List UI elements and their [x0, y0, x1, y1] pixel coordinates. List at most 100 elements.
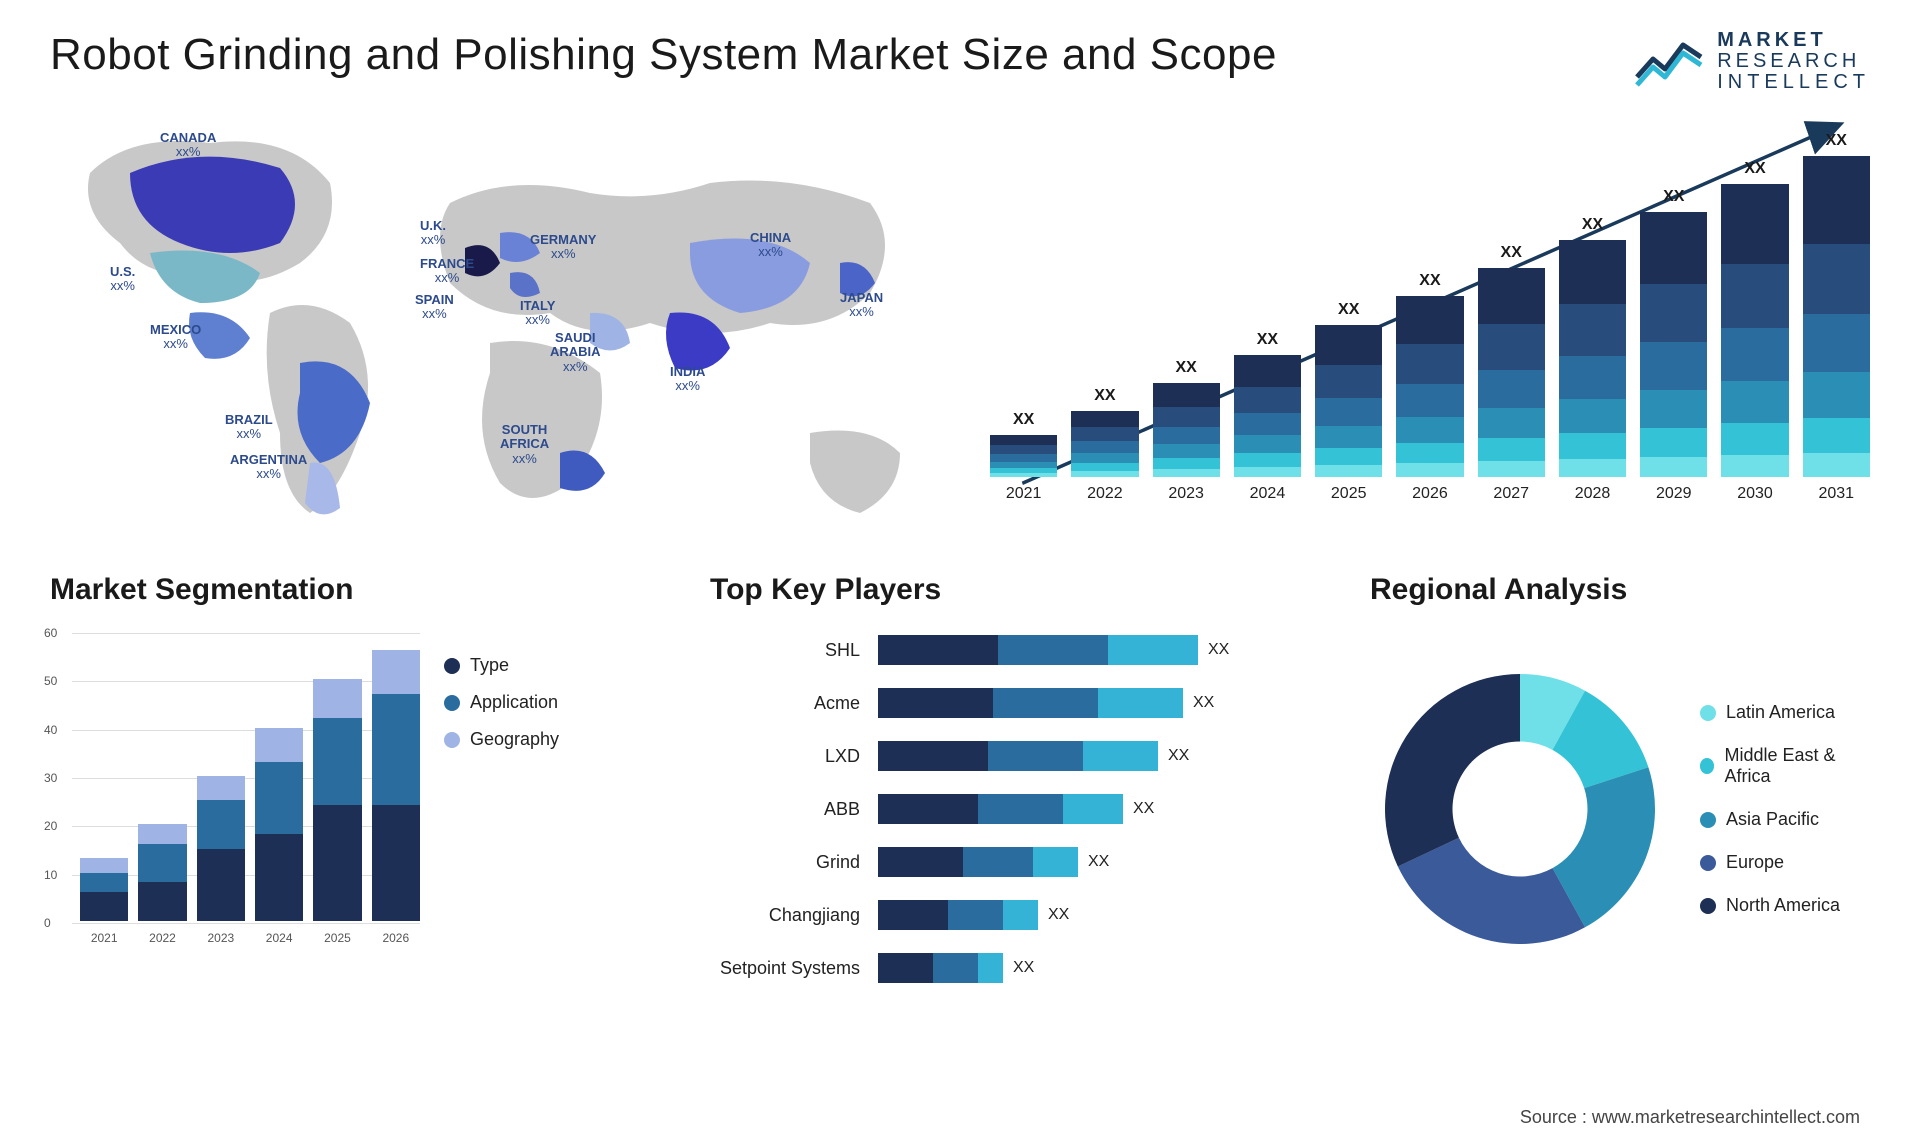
donut-slice — [1385, 674, 1520, 866]
bar-segment — [1803, 372, 1870, 418]
bar-segment — [1071, 471, 1138, 477]
main-bar-column: XX2024 — [1234, 331, 1301, 503]
legend-item: North America — [1700, 895, 1870, 916]
bar-segment — [1559, 304, 1626, 356]
map-label: MEXICOxx% — [150, 323, 201, 352]
y-axis-tick: 0 — [44, 916, 51, 930]
bar-segment — [1071, 441, 1138, 453]
legend-item: Application — [444, 692, 559, 713]
bar-segment — [1721, 381, 1788, 423]
donut-slice — [1398, 838, 1585, 944]
legend-label: North America — [1726, 895, 1840, 916]
bar-segment — [1396, 417, 1463, 443]
y-axis-tick: 60 — [44, 626, 57, 640]
bar-segment — [1396, 443, 1463, 463]
bar-year-label: 2023 — [1168, 485, 1204, 503]
bar-segment — [1234, 413, 1301, 435]
bar-value-label: XX — [1419, 272, 1440, 290]
map-label: INDIAxx% — [670, 365, 705, 394]
bar-segment — [1315, 325, 1382, 365]
bar-segment — [1803, 453, 1870, 477]
seg-bar-segment — [255, 762, 303, 835]
bar-segment — [1478, 408, 1545, 438]
bar-year-label: 2021 — [1006, 485, 1042, 503]
bar-segment — [990, 435, 1057, 445]
bar-value-label: XX — [1744, 160, 1765, 178]
seg-bar-column — [313, 679, 361, 921]
main-bar-column: XX2030 — [1721, 160, 1788, 503]
map-label: BRAZILxx% — [225, 413, 273, 442]
player-bar-segment — [878, 953, 933, 983]
player-row: XX — [878, 790, 1330, 828]
world-map-panel: CANADAxx%U.S.xx%MEXICOxx%BRAZILxx%ARGENT… — [50, 113, 930, 543]
player-bar-segment — [978, 794, 1063, 824]
main-bar-chart: XX2021XX2022XX2023XX2024XX2025XX2026XX20… — [970, 143, 1870, 503]
bar-year-label: 2031 — [1818, 485, 1854, 503]
legend-swatch-icon — [1700, 705, 1716, 721]
bar-segment — [1640, 390, 1707, 428]
player-bar-segment — [1098, 688, 1183, 718]
bar-segment — [1153, 444, 1220, 458]
seg-bar-segment — [80, 892, 128, 921]
map-label: SPAINxx% — [415, 293, 454, 322]
main-bar-column: XX2027 — [1478, 244, 1545, 503]
segmentation-chart: 0102030405060202120222023202420252026 — [50, 625, 420, 945]
bar-segment — [1721, 184, 1788, 264]
legend-item: Europe — [1700, 852, 1870, 873]
bar-segment — [1559, 459, 1626, 477]
bar-segment — [1803, 156, 1870, 244]
player-bar-segment — [963, 847, 1033, 877]
bar-segment — [1234, 467, 1301, 477]
bar-segment — [990, 454, 1057, 462]
donut-legend: Latin AmericaMiddle East & AfricaAsia Pa… — [1700, 702, 1870, 916]
bar-segment — [1315, 448, 1382, 465]
x-axis-tick: 2022 — [138, 931, 186, 945]
seg-bar-column — [372, 650, 420, 921]
bar-segment — [1478, 370, 1545, 408]
bar-segment — [1234, 355, 1301, 387]
legend-label: Asia Pacific — [1726, 809, 1819, 830]
bar-value-label: XX — [1094, 387, 1115, 405]
legend-item: Asia Pacific — [1700, 809, 1870, 830]
player-bar-segment — [1033, 847, 1078, 877]
player-bar — [878, 688, 1183, 718]
player-bar — [878, 635, 1198, 665]
seg-bar-segment — [255, 728, 303, 762]
bar-segment — [1803, 244, 1870, 314]
legend-swatch-icon — [1700, 758, 1714, 774]
player-bar-segment — [878, 688, 993, 718]
y-axis-tick: 10 — [44, 868, 57, 882]
legend-swatch-icon — [444, 695, 460, 711]
player-row: XX — [878, 896, 1330, 934]
bar-segment — [1721, 423, 1788, 455]
bar-segment — [1478, 268, 1545, 324]
main-bar-column: XX2023 — [1153, 359, 1220, 503]
bar-segment — [1315, 465, 1382, 477]
player-value-label: XX — [1013, 959, 1034, 977]
player-row: XX — [878, 843, 1330, 881]
seg-bar-segment — [80, 858, 128, 873]
player-value-label: XX — [1168, 747, 1189, 765]
seg-bar-segment — [138, 882, 186, 921]
bar-segment — [1315, 398, 1382, 426]
bar-segment — [1396, 344, 1463, 384]
main-bar-column: XX2021 — [990, 411, 1057, 503]
player-row: XX — [878, 631, 1330, 669]
bar-segment — [1315, 426, 1382, 448]
legend-swatch-icon — [1700, 855, 1716, 871]
main-bar-column: XX2022 — [1071, 387, 1138, 503]
segmentation-legend: TypeApplicationGeography — [444, 625, 559, 993]
bar-segment — [1071, 463, 1138, 471]
x-axis-tick: 2024 — [255, 931, 303, 945]
player-bar-segment — [878, 847, 963, 877]
main-bar-column: XX2028 — [1559, 216, 1626, 503]
seg-bar-column — [138, 824, 186, 921]
bar-segment — [1803, 314, 1870, 372]
player-bar — [878, 794, 1123, 824]
player-name: Grind — [710, 843, 860, 881]
main-bar-chart-panel: XX2021XX2022XX2023XX2024XX2025XX2026XX20… — [970, 113, 1870, 543]
y-axis-tick: 40 — [44, 723, 57, 737]
player-value-label: XX — [1208, 641, 1229, 659]
legend-label: Europe — [1726, 852, 1784, 873]
bar-segment — [1721, 264, 1788, 328]
